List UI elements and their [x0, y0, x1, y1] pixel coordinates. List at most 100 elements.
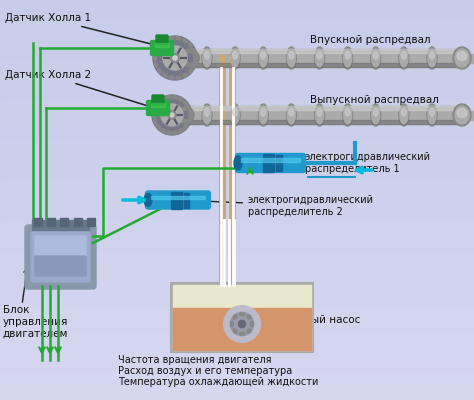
Bar — [0, 247, 474, 253]
Ellipse shape — [286, 104, 296, 126]
Ellipse shape — [230, 322, 234, 326]
Bar — [61, 218, 69, 226]
Bar — [0, 313, 474, 320]
Bar — [34, 218, 42, 226]
Ellipse shape — [179, 129, 183, 132]
Bar — [0, 7, 474, 13]
Bar — [0, 27, 474, 33]
Bar — [182, 49, 462, 53]
Bar — [0, 213, 474, 220]
Bar — [0, 367, 474, 373]
Ellipse shape — [230, 47, 240, 69]
Bar — [460, 54, 474, 62]
Ellipse shape — [189, 112, 191, 118]
Text: Впускной распредвал: Впускной распредвал — [310, 35, 430, 54]
Ellipse shape — [233, 315, 237, 319]
FancyBboxPatch shape — [236, 154, 306, 172]
FancyBboxPatch shape — [152, 95, 164, 104]
Bar — [0, 80, 474, 87]
Ellipse shape — [427, 104, 437, 126]
Circle shape — [163, 46, 187, 70]
Ellipse shape — [193, 56, 197, 60]
Text: Датчик Холла 2: Датчик Холла 2 — [5, 70, 157, 110]
Bar — [0, 280, 474, 287]
Bar — [0, 293, 474, 300]
Ellipse shape — [345, 108, 350, 116]
Text: Расход воздух и его температура: Расход воздух и его температура — [118, 366, 292, 376]
Ellipse shape — [234, 156, 242, 170]
Bar — [171, 283, 313, 352]
Bar — [0, 73, 474, 80]
Ellipse shape — [231, 49, 239, 67]
Bar — [0, 287, 474, 293]
Ellipse shape — [373, 108, 378, 116]
Bar — [0, 100, 474, 107]
Bar — [0, 200, 474, 207]
Ellipse shape — [188, 43, 192, 47]
Circle shape — [173, 56, 177, 60]
Ellipse shape — [154, 106, 157, 111]
Ellipse shape — [427, 47, 437, 69]
Ellipse shape — [316, 106, 323, 124]
Ellipse shape — [144, 194, 152, 206]
Ellipse shape — [203, 106, 211, 124]
Bar — [263, 154, 274, 172]
Bar — [0, 180, 474, 187]
Ellipse shape — [455, 49, 469, 67]
Circle shape — [152, 95, 192, 135]
Ellipse shape — [192, 49, 195, 54]
Ellipse shape — [371, 104, 381, 126]
Ellipse shape — [400, 49, 408, 67]
Bar — [182, 49, 462, 67]
Bar — [0, 0, 474, 7]
Circle shape — [238, 320, 246, 328]
Bar — [0, 140, 474, 147]
Ellipse shape — [158, 43, 162, 47]
Circle shape — [170, 113, 174, 117]
Ellipse shape — [155, 49, 158, 54]
Ellipse shape — [184, 124, 188, 129]
Ellipse shape — [202, 47, 212, 69]
Bar — [0, 253, 474, 260]
Ellipse shape — [250, 322, 254, 326]
Ellipse shape — [239, 313, 245, 316]
Ellipse shape — [239, 332, 245, 335]
Text: Выпускной распредвал: Выпускной распредвал — [310, 95, 439, 111]
Ellipse shape — [233, 108, 237, 116]
Ellipse shape — [166, 131, 171, 134]
Text: электрогидравлический
распределитель 1: электрогидравлический распределитель 1 — [282, 152, 431, 174]
Ellipse shape — [233, 329, 237, 333]
Bar — [0, 307, 474, 313]
Ellipse shape — [163, 74, 167, 77]
Text: Частота вращения двигателя: Частота вращения двигателя — [118, 355, 272, 365]
Ellipse shape — [372, 106, 380, 124]
Bar — [47, 218, 55, 226]
Ellipse shape — [455, 106, 469, 124]
Ellipse shape — [187, 106, 191, 111]
Bar — [241, 158, 300, 162]
Bar — [0, 380, 474, 387]
Ellipse shape — [399, 104, 409, 126]
Bar — [0, 127, 474, 133]
Bar — [173, 308, 311, 350]
FancyBboxPatch shape — [151, 40, 173, 56]
Ellipse shape — [173, 131, 178, 134]
Ellipse shape — [453, 104, 471, 126]
Bar — [87, 218, 95, 226]
Ellipse shape — [344, 49, 352, 67]
Bar — [276, 155, 282, 171]
Circle shape — [153, 36, 197, 80]
Bar — [182, 106, 462, 124]
Bar — [460, 110, 474, 120]
Ellipse shape — [261, 51, 266, 59]
Bar — [151, 196, 205, 200]
Bar — [0, 360, 474, 367]
Ellipse shape — [399, 47, 409, 69]
Ellipse shape — [287, 49, 295, 67]
Ellipse shape — [202, 104, 212, 126]
Circle shape — [171, 54, 179, 62]
Bar — [155, 43, 169, 47]
Ellipse shape — [317, 51, 322, 59]
Ellipse shape — [182, 74, 187, 77]
Ellipse shape — [192, 62, 195, 67]
